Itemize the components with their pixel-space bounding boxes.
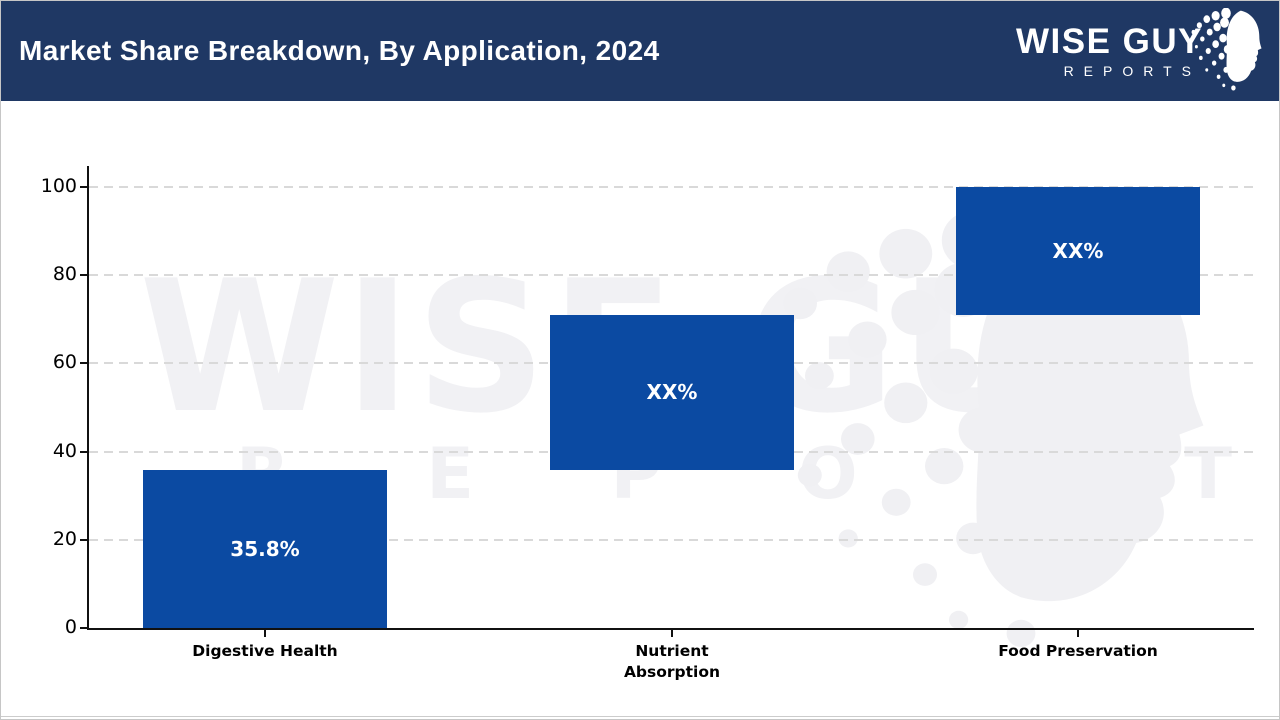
logo-subtitle: REPORTS	[1063, 63, 1201, 79]
y-tick-60	[80, 362, 88, 365]
x-category-label-3: Food Preservation	[998, 642, 1158, 660]
logo-wordmark: WISE GUY	[1015, 22, 1203, 61]
footer-divider	[1, 716, 1279, 717]
y-gridline-80	[89, 274, 1254, 277]
bar-value-label: XX%	[646, 380, 698, 405]
header-bar: Market Share Breakdown, By Application, …	[1, 1, 1279, 101]
y-gridline-100	[89, 186, 1254, 188]
x-axis-spine	[87, 628, 1254, 630]
y-tick-label-100: 100	[40, 175, 77, 197]
x-category-label-2: Nutrient Absorption	[623, 642, 721, 681]
y-tick-80	[80, 274, 88, 277]
y-tick-100	[80, 186, 88, 188]
x-category-label-1: Digestive Health	[192, 642, 338, 660]
bar-value-label: 35.8%	[230, 537, 300, 562]
x-tick-2	[671, 630, 673, 637]
bar-value-label: XX%	[1052, 238, 1104, 263]
x-tick-1	[264, 630, 266, 637]
wise-guy-reports-logo: WISE GUY REPORTS	[1016, 8, 1263, 94]
y-tick-label-80: 80	[52, 263, 77, 286]
y-tick-label-60: 60	[52, 351, 77, 374]
dotted-face-profile-icon	[1191, 8, 1262, 91]
y-tick-label-20: 20	[52, 527, 77, 550]
page-title: Market Share Breakdown, By Application, …	[19, 35, 660, 66]
y-gridline-20	[89, 538, 1254, 541]
y-tick-label-0: 0	[64, 616, 77, 638]
y-tick-0	[80, 627, 88, 629]
bar-1: 35.8%	[143, 470, 387, 628]
y-tick-label-40: 40	[52, 439, 77, 462]
bar-3: XX%	[956, 187, 1200, 315]
y-tick-40	[80, 450, 88, 453]
y-tick-20	[80, 538, 88, 541]
bar-2: XX%	[550, 314, 794, 471]
x-tick-3	[1077, 630, 1079, 637]
y-axis-spine	[87, 166, 89, 630]
logo-text: WISE GUY REPORTS	[1016, 24, 1203, 78]
